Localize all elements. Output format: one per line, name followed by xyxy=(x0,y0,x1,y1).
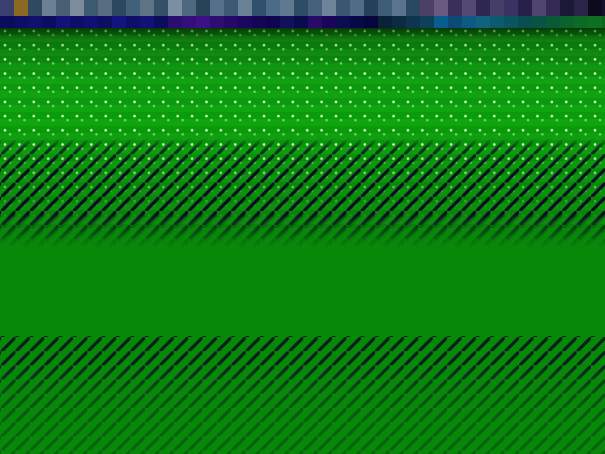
mosaic-tile xyxy=(280,16,294,28)
mosaic-tile xyxy=(112,0,126,16)
mosaic-tile xyxy=(420,16,434,28)
mosaic-tile xyxy=(406,0,420,16)
mosaic-tile xyxy=(476,0,490,16)
mosaic-tile xyxy=(560,16,574,28)
mosaic-tile-row xyxy=(0,16,605,28)
mosaic-tile xyxy=(126,16,140,28)
mosaic-tile xyxy=(126,0,140,16)
mosaic-tile xyxy=(238,0,252,16)
mosaic-tile xyxy=(266,16,280,28)
mosaic-tile xyxy=(210,0,224,16)
mosaic-tile xyxy=(154,16,168,28)
dark-tick-layer-lower xyxy=(0,336,605,454)
mosaic-strip-row-b xyxy=(0,16,605,28)
mosaic-tile xyxy=(518,0,532,16)
mosaic-tile xyxy=(490,0,504,16)
mosaic-tile xyxy=(308,16,322,28)
mosaic-tile xyxy=(70,0,84,16)
mosaic-tile xyxy=(392,16,406,28)
dark-tick-layer-strong xyxy=(0,138,605,246)
mosaic-tile xyxy=(168,0,182,16)
mosaic-tile xyxy=(574,16,588,28)
mosaic-tile xyxy=(546,16,560,28)
mosaic-tile xyxy=(364,16,378,28)
mosaic-tile xyxy=(98,0,112,16)
mosaic-tile xyxy=(182,0,196,16)
mosaic-tile xyxy=(308,0,322,16)
mosaic-tile xyxy=(196,0,210,16)
mosaic-tile xyxy=(336,0,350,16)
dark-tick-layer-fade xyxy=(0,214,605,248)
mosaic-tile xyxy=(196,16,210,28)
mosaic-tile xyxy=(182,16,196,28)
mosaic-tile xyxy=(28,0,42,16)
mosaic-tile xyxy=(462,16,476,28)
mosaic-tile xyxy=(28,16,42,28)
mosaic-tile xyxy=(420,0,434,16)
mosaic-tile xyxy=(322,16,336,28)
mosaic-tile-row xyxy=(0,0,605,16)
mosaic-tile xyxy=(84,16,98,28)
mosaic-tile xyxy=(588,0,602,16)
mosaic-tile xyxy=(56,0,70,16)
mosaic-tile xyxy=(574,0,588,16)
mosaic-tile xyxy=(322,0,336,16)
mosaic-tile xyxy=(518,16,532,28)
mosaic-tile xyxy=(252,16,266,28)
mosaic-tile xyxy=(504,16,518,28)
mosaic-tile xyxy=(266,0,280,16)
mosaic-tile xyxy=(434,0,448,16)
mosaic-tile xyxy=(378,16,392,28)
mosaic-tile xyxy=(98,16,112,28)
mosaic-tile xyxy=(546,0,560,16)
mosaic-tile xyxy=(238,16,252,28)
mosaic-tile xyxy=(294,16,308,28)
mosaic-tile xyxy=(532,16,546,28)
mosaic-tile xyxy=(378,0,392,16)
mosaic-tile xyxy=(140,0,154,16)
mosaic-tile xyxy=(350,16,364,28)
mosaic-tile xyxy=(462,0,476,16)
mosaic-tile xyxy=(224,16,238,28)
mosaic-tile xyxy=(476,16,490,28)
mosaic-tile xyxy=(168,16,182,28)
mosaic-tile xyxy=(0,16,14,28)
mosaic-strip-row-a xyxy=(0,0,605,16)
mosaic-tile xyxy=(42,16,56,28)
mosaic-tile xyxy=(504,0,518,16)
mosaic-tile xyxy=(56,16,70,28)
mosaic-tile xyxy=(336,16,350,28)
mosaic-tile xyxy=(112,16,126,28)
mosaic-tile xyxy=(392,0,406,16)
mosaic-tile xyxy=(280,0,294,16)
mosaic-tile xyxy=(448,0,462,16)
mosaic-tile xyxy=(532,0,546,16)
mosaic-tile xyxy=(588,16,602,28)
mosaic-tile xyxy=(0,0,14,16)
mosaic-tile xyxy=(84,0,98,16)
mosaic-tile xyxy=(364,0,378,16)
mosaic-tile xyxy=(434,16,448,28)
mosaic-tile xyxy=(14,0,28,16)
mosaic-tile xyxy=(140,16,154,28)
mosaic-tile xyxy=(448,16,462,28)
mosaic-tile xyxy=(490,16,504,28)
mosaic-tile xyxy=(350,0,364,16)
mosaic-tile xyxy=(70,16,84,28)
mosaic-tile xyxy=(560,0,574,16)
mosaic-tile xyxy=(42,0,56,16)
mosaic-tile xyxy=(406,16,420,28)
mosaic-tile xyxy=(602,16,605,28)
mosaic-tile xyxy=(252,0,266,16)
mosaic-tile xyxy=(210,16,224,28)
mosaic-tile xyxy=(602,0,605,16)
mosaic-tile xyxy=(294,0,308,16)
mosaic-tile xyxy=(14,16,28,28)
mosaic-tile xyxy=(154,0,168,16)
mosaic-tile xyxy=(224,0,238,16)
